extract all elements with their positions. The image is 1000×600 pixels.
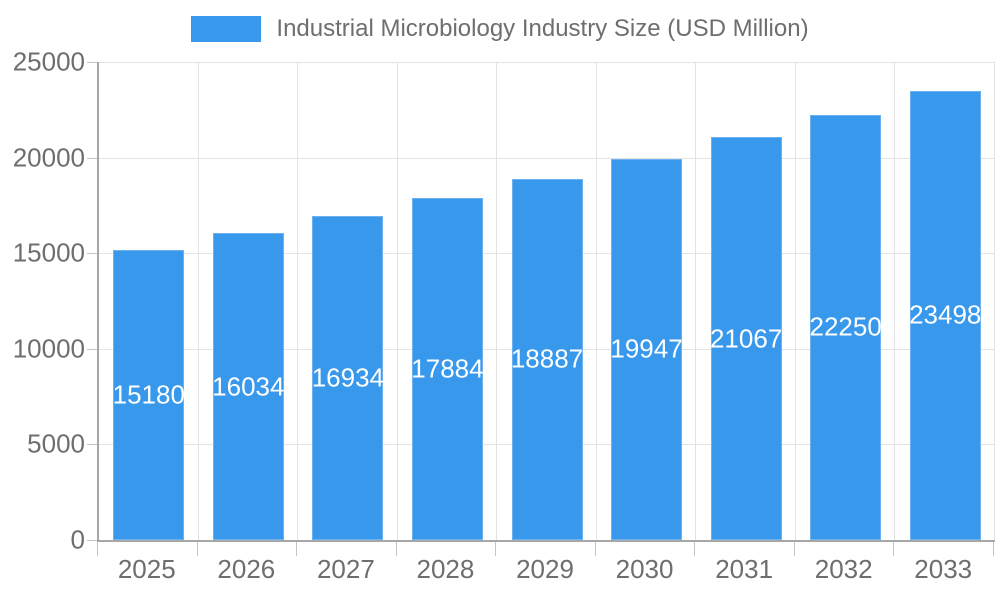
- bar-2025[interactable]: [113, 249, 185, 540]
- x-tick-label: 2031: [715, 554, 774, 584]
- bar-2033[interactable]: [909, 90, 981, 540]
- x-tick-label: 2025: [117, 554, 176, 584]
- x-axis-tick: [893, 542, 895, 556]
- chart-legend: Industrial Microbiology Industry Size (U…: [0, 16, 1000, 42]
- x-axis-tick: [395, 542, 397, 556]
- gridline-vertical: [595, 62, 597, 540]
- y-axis-tick: [87, 348, 97, 350]
- bar-2032[interactable]: [810, 114, 882, 540]
- x-tick-label: 2029: [516, 554, 574, 584]
- gridline-vertical: [695, 62, 697, 540]
- legend-label: Industrial Microbiology Industry Size (U…: [276, 15, 809, 42]
- x-tick-label: 2027: [316, 554, 375, 584]
- legend-item[interactable]: Industrial Microbiology Industry Size (U…: [191, 15, 809, 42]
- gridline-vertical: [894, 62, 896, 540]
- y-tick-label: 20000: [12, 142, 85, 173]
- x-axis-tick: [694, 542, 696, 556]
- gridline-vertical: [994, 62, 995, 540]
- y-tick-label: 10000: [12, 333, 85, 364]
- y-tick-label: 5000: [27, 428, 85, 459]
- gridline-vertical: [396, 62, 398, 540]
- x-tick-label: 2026: [217, 554, 276, 584]
- y-axis-tick: [87, 157, 97, 159]
- gridline-vertical: [197, 62, 199, 540]
- plot-area: 15180 16034 16934 17884 18887 19947 21067 22250…: [97, 62, 995, 542]
- y-axis-tick: [87, 62, 97, 63]
- gridline-horizontal: [99, 62, 995, 63]
- x-axis-tick: [793, 542, 795, 556]
- gridline-vertical: [496, 62, 498, 540]
- gridline-vertical: [794, 62, 796, 540]
- x-axis-tick: [495, 542, 497, 556]
- legend-swatch-icon: [191, 16, 262, 42]
- x-axis-tick: [196, 542, 198, 556]
- y-tick-label: 25000: [12, 46, 85, 77]
- y-tick-label: 15000: [12, 237, 85, 268]
- bar-2031[interactable]: [710, 137, 782, 540]
- y-axis-tick: [87, 444, 97, 446]
- x-axis-tick: [993, 542, 994, 556]
- x-axis-tick: [594, 542, 596, 556]
- bar-2026[interactable]: [212, 233, 284, 540]
- gridline-vertical: [297, 62, 299, 540]
- bar-2029[interactable]: [511, 178, 583, 540]
- bar-2027[interactable]: [312, 216, 384, 540]
- x-axis-tick: [97, 542, 98, 556]
- gridline-horizontal: [99, 157, 995, 159]
- x-tick-label: 2033: [914, 554, 973, 584]
- bar-2028[interactable]: [411, 198, 483, 540]
- y-tick-label: 0: [70, 524, 85, 555]
- bar-2030[interactable]: [611, 158, 683, 540]
- x-tick-label: 2028: [416, 554, 475, 584]
- y-axis-tick: [87, 540, 97, 541]
- x-tick-label: 2032: [814, 554, 873, 584]
- x-tick-label: 2030: [615, 554, 674, 584]
- y-axis-tick: [87, 253, 97, 255]
- x-axis-tick: [296, 542, 298, 556]
